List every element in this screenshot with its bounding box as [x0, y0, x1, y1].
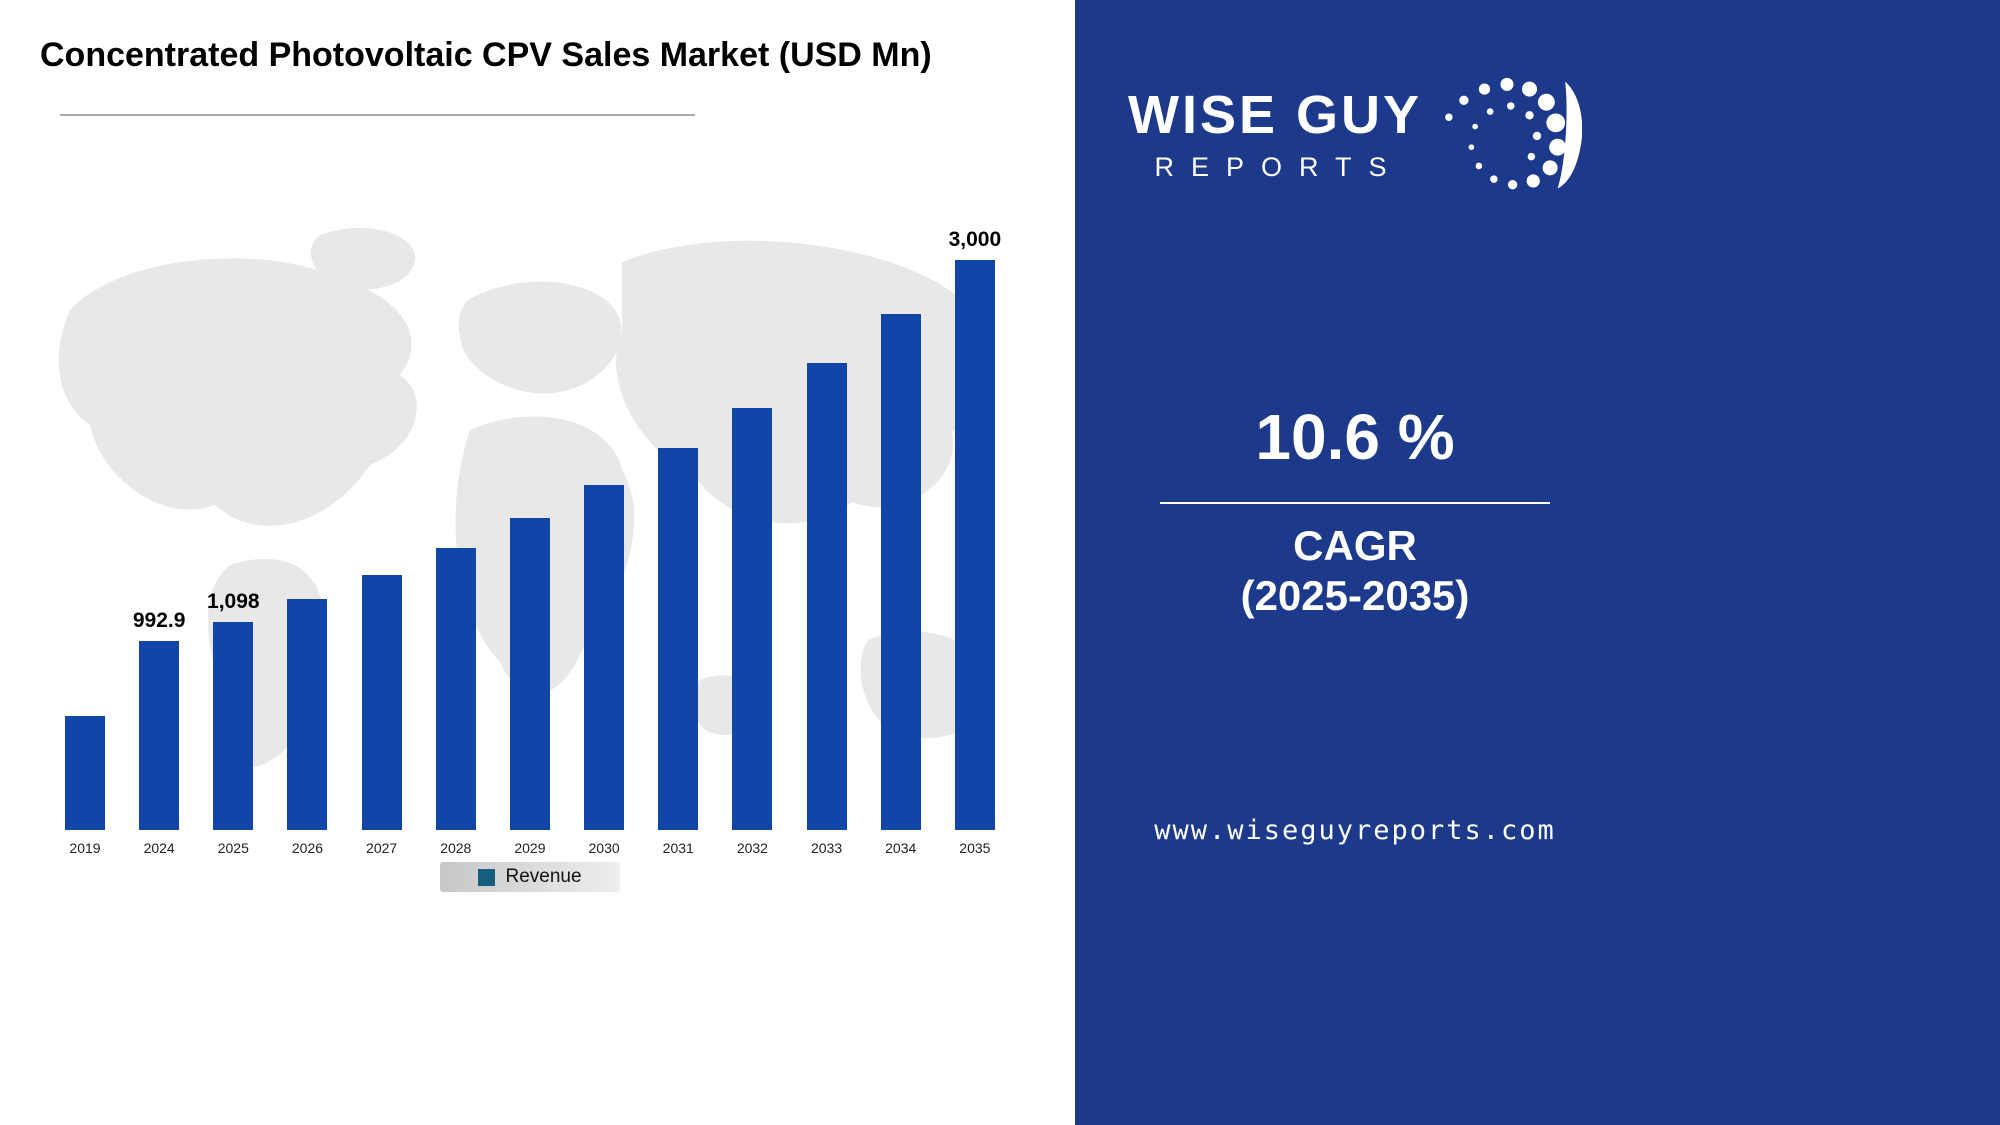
bar-2024 — [139, 641, 180, 830]
x-axis-label: 2019 — [69, 840, 101, 856]
x-axis-label: 2029 — [514, 840, 546, 856]
bar-2019 — [65, 716, 105, 830]
legend-label: Revenue — [505, 866, 582, 887]
chart-title: Concentrated Photovoltaic CPV Sales Mark… — [40, 36, 932, 74]
sidebar-content: WISE GUY REPORTS — [1075, 0, 1635, 1125]
bar-2025 — [213, 622, 254, 830]
cagr-label: CAGR — [1293, 522, 1417, 569]
bar-column-2019: 2019 — [50, 215, 120, 860]
bar-value-label: 3,000 — [948, 228, 1002, 251]
x-axis-label: 2024 — [143, 840, 175, 856]
legend-item[interactable]: Revenue — [440, 862, 620, 892]
logo-text: WISE GUY REPORTS — [1128, 87, 1422, 183]
website-link[interactable]: www.wiseguyreports.com — [1154, 815, 1556, 846]
x-axis-label: 2030 — [588, 840, 620, 856]
sidebar: WISE GUY REPORTS — [1075, 0, 2000, 1125]
bar-column-2031: 2031 — [643, 215, 713, 860]
bar-column-2024: 992.9 2024 — [124, 215, 194, 860]
bar-2035 — [954, 260, 995, 830]
cagr-value: 10.6 % — [1255, 401, 1455, 473]
bar-2031 — [658, 448, 699, 830]
cagr-period: (2025-2035) — [1240, 572, 1470, 619]
bar-value-label: 992.9 — [132, 609, 186, 632]
bar-2032 — [732, 408, 773, 830]
cagr-divider — [1160, 502, 1550, 504]
legend-swatch — [478, 868, 496, 886]
bar-column-2028: 2028 — [421, 215, 491, 860]
bar-2027 — [361, 575, 402, 830]
x-axis-label: 2026 — [291, 840, 324, 856]
x-axis-label: 2033 — [810, 840, 843, 856]
x-axis-label: 2028 — [440, 840, 472, 856]
x-axis-label: 2035 — [959, 840, 991, 856]
bar-2028 — [435, 548, 476, 830]
bar-2030 — [584, 485, 625, 830]
x-axis-label: 2031 — [662, 840, 694, 856]
logo-line2: REPORTS — [1154, 151, 1404, 182]
dotted-head-icon — [1445, 77, 1583, 190]
bar-column-2034: 2034 — [866, 215, 936, 860]
bar-2033 — [806, 363, 847, 830]
title-divider — [60, 114, 695, 116]
plot-area: 2019 992.9 2024 1,098 2025 2026 2027 2028 2029 20… — [50, 215, 1010, 860]
x-axis-label: 2027 — [366, 840, 398, 856]
chart-section: Concentrated Photovoltaic CPV Sales Mark… — [40, 36, 1010, 892]
x-axis-label: 2034 — [885, 840, 917, 856]
bar-column-2029: 2029 — [495, 215, 565, 860]
bar-column-2035: 3,000 2035 — [940, 215, 1010, 860]
bar-column-2027: 2027 — [347, 215, 417, 860]
bar-2026 — [287, 599, 328, 830]
bar-column-2026: 2026 — [272, 215, 342, 860]
bar-column-2033: 2033 — [792, 215, 862, 860]
bar-column-2030: 2030 — [569, 215, 639, 860]
bar-2034 — [880, 314, 921, 830]
wise-guy-reports-logo: WISE GUY REPORTS — [1075, 70, 1635, 200]
bar-2029 — [509, 518, 550, 830]
bar-column-2025: 1,098 2025 — [198, 215, 268, 860]
legend-row: Revenue — [50, 862, 1010, 892]
x-axis-label: 2032 — [736, 840, 768, 856]
logo-line1: WISE GUY — [1127, 85, 1423, 146]
bar-column-2032: 2032 — [717, 215, 787, 860]
bar-value-label: 1,098 — [207, 590, 260, 613]
x-axis-label: 2025 — [217, 840, 249, 856]
